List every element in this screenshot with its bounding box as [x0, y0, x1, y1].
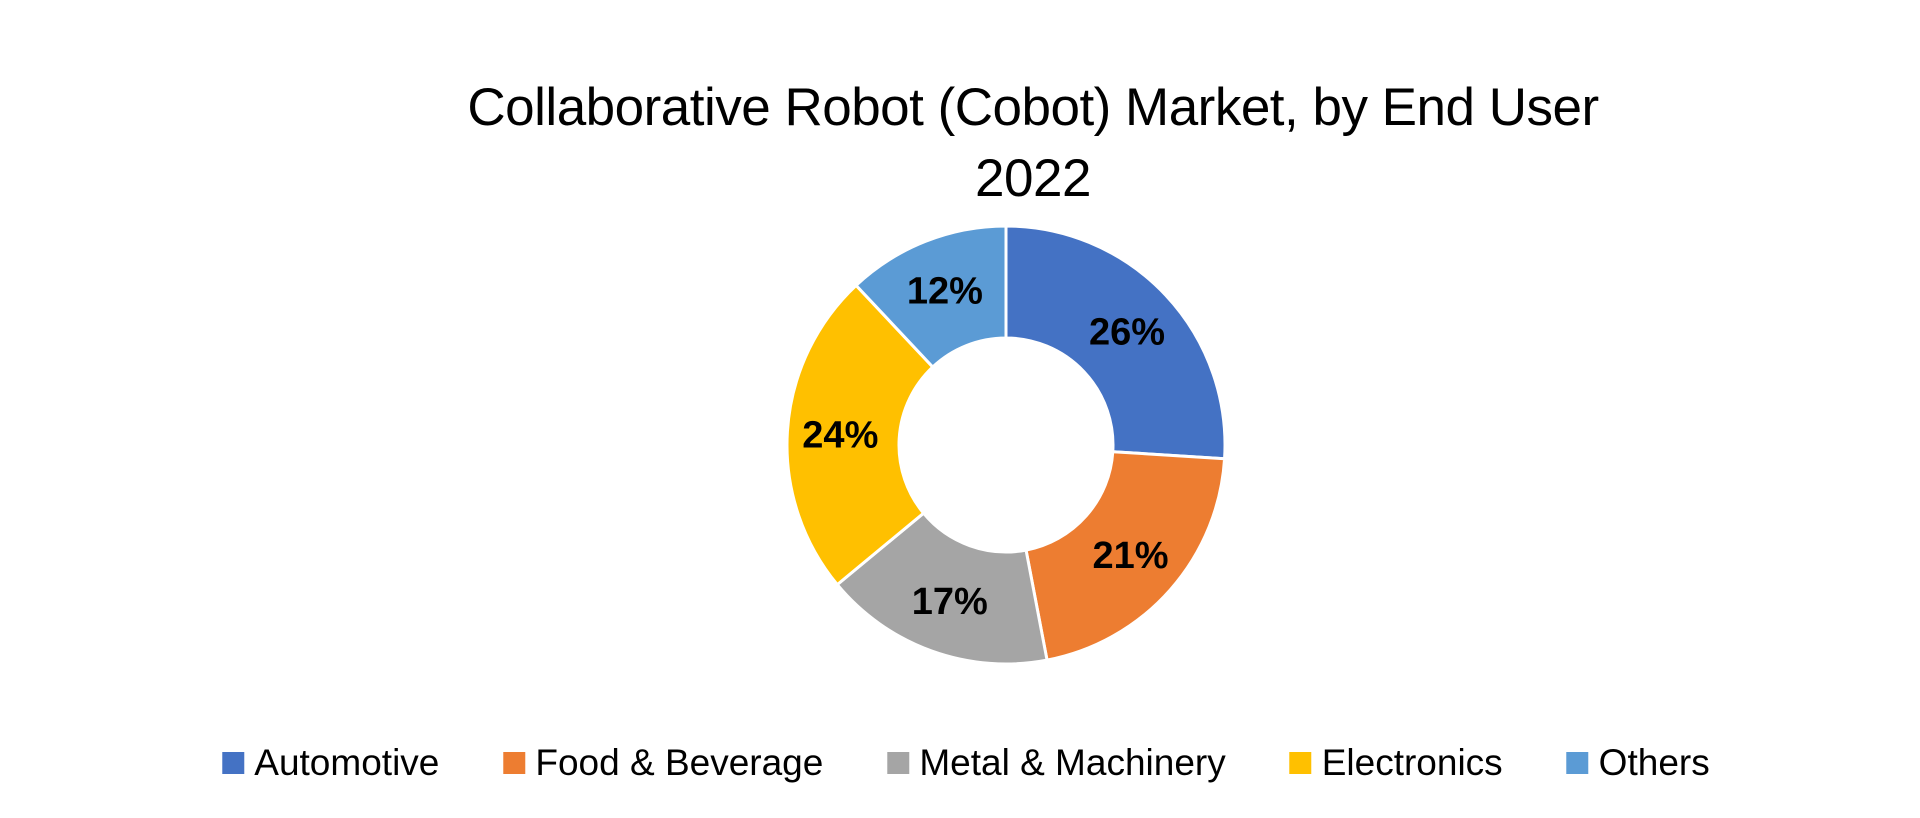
donut-slice-others [854, 224, 1008, 369]
data-label-automotive: 26% [1089, 311, 1165, 353]
legend-item-food-beverage: Food & Beverage [503, 741, 823, 785]
legend-item-others: Others [1566, 741, 1710, 785]
legend-swatch-automotive [222, 752, 245, 774]
donut-slice-automotive [1004, 224, 1227, 461]
legend-item-automotive: Automotive [222, 741, 439, 785]
legend-swatch-others [1566, 752, 1589, 774]
donut-chart: 26% 21% 17% 24% 12% [785, 224, 1227, 666]
chart-title: Collaborative Robot (Cobot) Market, by E… [467, 72, 1599, 214]
legend-item-electronics: Electronics [1289, 741, 1503, 785]
donut-slice-food-beverage [1024, 450, 1227, 662]
legend-item-metal-machinery: Metal & Machinery [887, 741, 1226, 785]
legend-swatch-metal-machinery [887, 752, 910, 774]
data-label-food-beverage: 21% [1092, 535, 1168, 577]
legend-label-electronics: Electronics [1321, 742, 1503, 783]
legend-label-automotive: Automotive [254, 742, 440, 783]
data-label-metal-machinery: 17% [912, 581, 988, 623]
chart-title-line1: Collaborative Robot (Cobot) Market, by E… [467, 78, 1599, 137]
legend-label-food-beverage: Food & Beverage [535, 742, 824, 783]
legend-label-metal-machinery: Metal & Machinery [919, 742, 1226, 783]
donut-slice-metal-machinery [835, 511, 1049, 666]
legend-swatch-food-beverage [503, 752, 526, 774]
legend-swatch-electronics [1289, 752, 1312, 774]
chart-title-line2: 2022 [975, 149, 1091, 208]
data-label-others: 12% [907, 271, 983, 313]
donut-slice-electronics [785, 283, 935, 587]
legend-label-others: Others [1598, 742, 1710, 783]
data-label-electronics: 24% [802, 415, 878, 457]
chart-legend: Automotive Food & Beverage Metal & Machine… [222, 741, 1710, 785]
